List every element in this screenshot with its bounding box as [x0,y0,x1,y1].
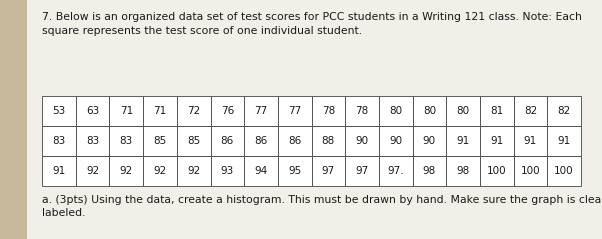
Text: 88: 88 [321,136,335,146]
Text: 90: 90 [389,136,402,146]
Text: 72: 72 [187,106,200,116]
Text: 91: 91 [557,136,571,146]
Text: 91: 91 [524,136,537,146]
Text: 80: 80 [456,106,470,116]
Text: 94: 94 [255,166,268,176]
Bar [76,126,110,156]
Text: 92: 92 [187,166,200,176]
Bar [110,126,143,156]
Bar [312,96,345,126]
Text: 80: 80 [389,106,402,116]
Bar [110,156,143,186]
Bar [379,126,412,156]
Bar [211,156,244,186]
Text: 92: 92 [154,166,167,176]
Bar [514,96,547,126]
Bar [0,0,27,239]
Bar [42,156,76,186]
Bar [312,156,345,186]
Text: 71: 71 [154,106,167,116]
Bar [76,156,110,186]
Bar [379,156,412,186]
Text: 7. Below is an organized data set of test scores for PCC students in a Writing 1: 7. Below is an organized data set of tes… [42,12,582,36]
Text: 83: 83 [120,136,133,146]
Text: 97: 97 [355,166,368,176]
Bar [345,96,379,126]
Text: 91: 91 [456,136,470,146]
Bar [446,156,480,186]
Text: 82: 82 [557,106,571,116]
Text: 95: 95 [288,166,302,176]
Bar [143,96,177,126]
Text: 81: 81 [490,106,503,116]
Bar [278,126,312,156]
Text: 78: 78 [355,106,368,116]
Text: 76: 76 [221,106,234,116]
Bar [547,156,581,186]
Bar [547,126,581,156]
Bar [42,96,76,126]
Text: 100: 100 [554,166,574,176]
Bar [446,96,480,126]
Text: 85: 85 [154,136,167,146]
Text: 53: 53 [52,106,66,116]
Bar [110,96,143,126]
Bar [177,156,211,186]
Bar [412,156,446,186]
Text: 83: 83 [86,136,99,146]
Bar [244,156,278,186]
Text: 100: 100 [487,166,506,176]
Bar [379,96,412,126]
Bar [278,156,312,186]
Text: 91: 91 [52,166,66,176]
Text: 86: 86 [255,136,268,146]
Bar [514,156,547,186]
Text: 77: 77 [255,106,268,116]
Bar [480,96,514,126]
Text: 85: 85 [187,136,200,146]
Bar [412,126,446,156]
Bar [345,126,379,156]
Bar [42,126,76,156]
Text: 100: 100 [521,166,540,176]
Text: 90: 90 [423,136,436,146]
Bar [211,126,244,156]
Text: 90: 90 [356,136,368,146]
Text: 98: 98 [456,166,470,176]
Text: 80: 80 [423,106,436,116]
Text: 92: 92 [86,166,99,176]
Bar [480,126,514,156]
Bar [514,126,547,156]
Text: 92: 92 [120,166,133,176]
Bar [143,156,177,186]
Text: 97.: 97. [388,166,404,176]
Text: 63: 63 [86,106,99,116]
Bar [76,96,110,126]
Text: 71: 71 [120,106,133,116]
Text: a. (3pts) Using the data, create a histogram. This must be drawn by hand. Make s: a. (3pts) Using the data, create a histo… [42,195,602,218]
Bar [177,126,211,156]
Bar [143,126,177,156]
Bar [480,156,514,186]
Bar [278,96,312,126]
Text: 97: 97 [321,166,335,176]
Bar [446,126,480,156]
Text: 91: 91 [490,136,503,146]
Text: 98: 98 [423,166,436,176]
Bar [547,96,581,126]
Bar [244,96,278,126]
Text: 86: 86 [288,136,302,146]
Text: 82: 82 [524,106,537,116]
Bar [211,96,244,126]
Text: 78: 78 [321,106,335,116]
Text: 77: 77 [288,106,302,116]
Text: 86: 86 [221,136,234,146]
Bar [412,96,446,126]
Bar [244,126,278,156]
Bar [177,96,211,126]
Bar [312,126,345,156]
Text: 83: 83 [52,136,66,146]
Text: 93: 93 [221,166,234,176]
Bar [345,156,379,186]
